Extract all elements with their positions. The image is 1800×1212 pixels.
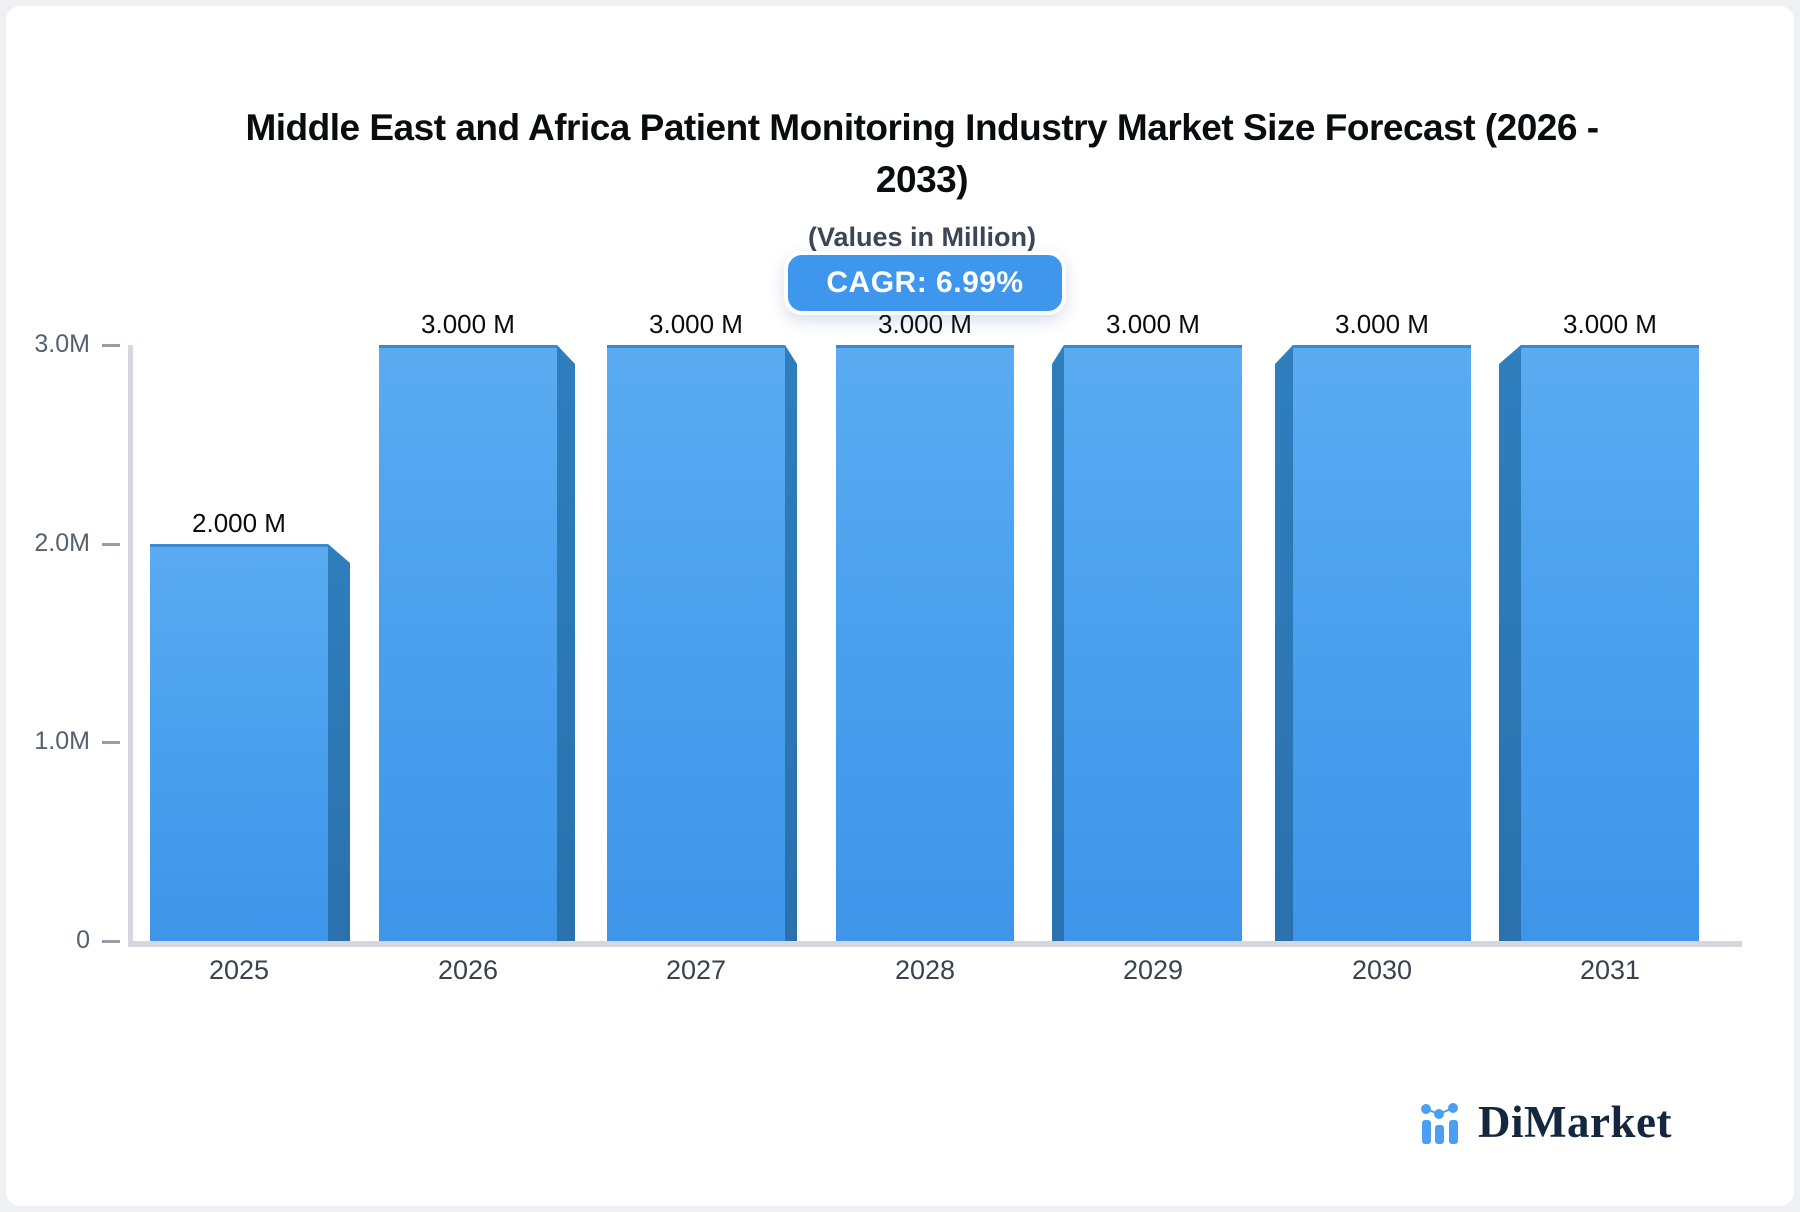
y-axis-tick — [102, 543, 120, 546]
x-axis-label-2026: 2026 — [437, 955, 499, 985]
bar-side-face — [1499, 345, 1521, 941]
bar-2028[interactable] — [836, 345, 1014, 941]
bar-value-label: 3.000 M — [649, 309, 743, 339]
y-axis-tick-label: 1.0M — [34, 727, 90, 755]
bar-value-label: 3.000 M — [1335, 309, 1429, 339]
bar-2030[interactable] — [1293, 345, 1471, 941]
bar-chart-logo-icon — [1421, 1103, 1458, 1144]
y-axis-tick-label: 3.0M — [34, 330, 90, 358]
bar-value-label: 3.000 M — [1106, 309, 1200, 339]
bar-side-face — [1275, 345, 1293, 941]
x-axis-label-2028: 2028 — [894, 955, 956, 985]
y-axis-tick-label: 2.0M — [34, 529, 90, 557]
brand-name: DiMarket — [1478, 1097, 1672, 1147]
chart-subtitle: (Values in Million) — [807, 222, 1037, 252]
y-axis-tick-label: 0 — [76, 926, 90, 954]
x-axis-line — [128, 941, 1742, 947]
bar-value-label: 2.000 M — [192, 508, 286, 538]
bar-2027[interactable] — [607, 345, 785, 941]
chart-title: Middle East and Africa Patient Monitorin… — [44, 102, 1800, 206]
bar-value-label: 3.000 M — [421, 309, 515, 339]
chart-title-line2: 2033) — [875, 159, 969, 200]
bar-2031[interactable] — [1521, 345, 1699, 941]
x-axis-label-2031: 2031 — [1579, 955, 1641, 985]
bar-side-face — [785, 345, 797, 941]
y-axis-line — [128, 345, 133, 947]
y-axis-tick — [102, 940, 120, 943]
bar-side-face — [557, 345, 575, 941]
y-axis-tick — [102, 344, 120, 347]
cagr-badge: CAGR: 6.99% — [784, 251, 1066, 315]
x-axis-label-2030: 2030 — [1351, 955, 1413, 985]
brand-logo: DiMarket — [1418, 1096, 1672, 1148]
bar-value-label: 3.000 M — [1563, 309, 1657, 339]
chart-title-line1: Middle East and Africa Patient Monitorin… — [245, 107, 1599, 148]
x-axis-label-2025: 2025 — [208, 955, 270, 985]
bar-2029[interactable] — [1064, 345, 1242, 941]
y-axis-tick — [102, 741, 120, 744]
bar-2025[interactable] — [150, 544, 328, 941]
bar-side-face — [328, 544, 350, 941]
bar-side-face — [1052, 345, 1064, 941]
cagr-badge-label: CAGR: 6.99% — [826, 266, 1024, 299]
bar-2026[interactable] — [379, 345, 557, 941]
x-axis-label-2029: 2029 — [1122, 955, 1184, 985]
x-axis-label-2027: 2027 — [665, 955, 727, 985]
